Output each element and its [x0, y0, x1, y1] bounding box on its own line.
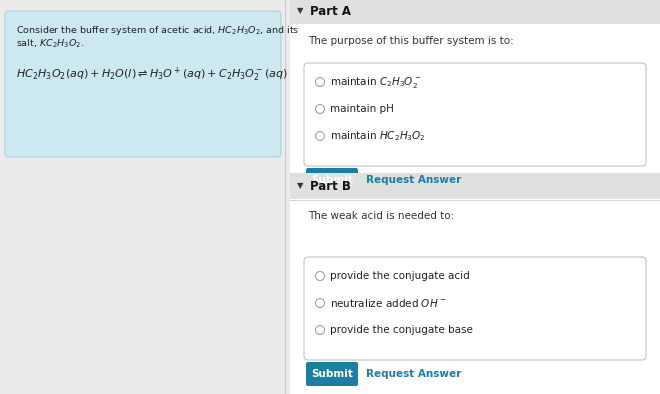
- Text: ▼: ▼: [297, 6, 303, 15]
- FancyBboxPatch shape: [306, 168, 358, 192]
- Text: $HC_2H_3O_2(aq) + H_2O(l) \rightleftharpoons H_3O^+(aq) + C_2H_3O_2^-(aq)$: $HC_2H_3O_2(aq) + H_2O(l) \rightleftharp…: [16, 66, 288, 84]
- Text: The weak acid is needed to:: The weak acid is needed to:: [308, 211, 454, 221]
- FancyBboxPatch shape: [304, 63, 646, 166]
- FancyBboxPatch shape: [304, 257, 646, 360]
- Circle shape: [315, 132, 325, 141]
- Text: provide the conjugate acid: provide the conjugate acid: [330, 271, 470, 281]
- Text: ▼: ▼: [297, 182, 303, 191]
- FancyBboxPatch shape: [290, 173, 660, 199]
- Circle shape: [315, 299, 325, 307]
- Text: salt, $KC_2H_3O_2$.: salt, $KC_2H_3O_2$.: [16, 37, 84, 50]
- Text: Part A: Part A: [310, 4, 351, 17]
- Text: Submit: Submit: [311, 369, 353, 379]
- Text: Submit: Submit: [311, 175, 353, 185]
- Text: maintain $HC_2H_3O_2$: maintain $HC_2H_3O_2$: [330, 129, 426, 143]
- FancyBboxPatch shape: [306, 362, 358, 386]
- Text: maintain $C_2H_3O_2^-$: maintain $C_2H_3O_2^-$: [330, 74, 422, 89]
- Text: Consider the buffer system of acetic acid, $HC_2H_3O_2$, and its: Consider the buffer system of acetic aci…: [16, 24, 300, 37]
- Text: neutralize added $OH^-$: neutralize added $OH^-$: [330, 297, 446, 309]
- FancyBboxPatch shape: [290, 24, 660, 200]
- FancyBboxPatch shape: [290, 199, 660, 394]
- Circle shape: [315, 271, 325, 281]
- Text: Request Answer: Request Answer: [366, 175, 461, 185]
- Circle shape: [315, 104, 325, 113]
- FancyBboxPatch shape: [290, 0, 660, 24]
- Text: The purpose of this buffer system is to:: The purpose of this buffer system is to:: [308, 36, 513, 46]
- Circle shape: [315, 325, 325, 335]
- Text: Part B: Part B: [310, 180, 351, 193]
- Circle shape: [315, 78, 325, 87]
- FancyBboxPatch shape: [5, 11, 281, 157]
- Text: provide the conjugate base: provide the conjugate base: [330, 325, 473, 335]
- Text: Request Answer: Request Answer: [366, 369, 461, 379]
- Text: maintain pH: maintain pH: [330, 104, 394, 114]
